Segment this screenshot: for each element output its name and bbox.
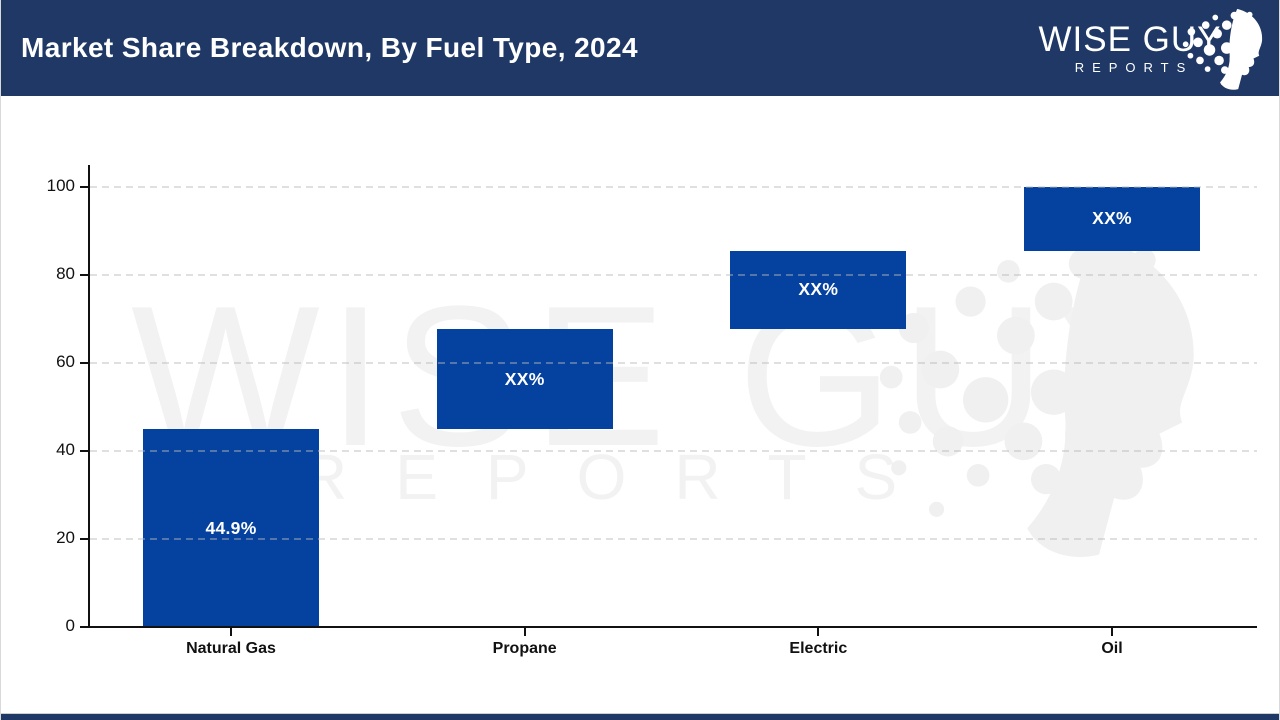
x-tick-oil (1111, 628, 1113, 636)
footer-bar (1, 713, 1279, 720)
x-tick-electric (817, 628, 820, 636)
x-category-label: Natural Gas (186, 640, 276, 657)
gridline-y-100 (90, 186, 1257, 188)
y-tick-20 (80, 538, 88, 540)
bar-electric: XX% (730, 250, 907, 330)
x-tick-propane (523, 628, 526, 636)
logo-face-icon (1182, 8, 1263, 90)
chart-title: Market Share Breakdown, By Fuel Type, 20… (21, 32, 638, 63)
y-tick-60 (80, 362, 88, 364)
y-axis-line (88, 165, 90, 628)
y-tick-label: 20 (56, 528, 75, 547)
bar-value-label: XX% (1092, 208, 1132, 229)
logo: WISE GUY REPORTS (1003, 0, 1273, 96)
y-tick-label: 100 (46, 176, 75, 195)
x-category-label: Electric (789, 640, 848, 657)
logo-text: WISE GUY REPORTS (1035, 20, 1225, 76)
y-tick-80 (80, 274, 88, 276)
gridline-y-20 (90, 538, 1257, 540)
bar-propane: XX% (436, 329, 613, 430)
gridline-y-40 (90, 450, 1257, 452)
bar-oil: XX% (1024, 187, 1200, 251)
bar-value-label: XX% (504, 368, 545, 389)
watermark-face-icon (879, 237, 1194, 557)
header-bar: Market Share Breakdown, By Fuel Type, 20… (1, 0, 1279, 96)
bar-value-label: 44.9% (205, 517, 257, 538)
y-tick-label: 0 (65, 616, 75, 635)
logo-wordmark: WISE GUY (1038, 20, 1222, 59)
chart-area: WISE GUY REPORTS 44.9% XX% XX% XX% 0 20 40 60 80… (1, 96, 1279, 714)
x-axis-line (88, 626, 1257, 628)
bar-natural-gas: 44.9% (143, 429, 319, 627)
y-tick-label: 40 (56, 440, 75, 459)
gridline-y-80 (90, 274, 1257, 276)
y-tick-label: 60 (56, 352, 75, 371)
logo-subtext: REPORTS (1074, 60, 1194, 75)
y-tick-100 (80, 186, 88, 188)
y-tick-40 (80, 450, 88, 452)
x-tick-natural-gas (230, 628, 232, 636)
y-tick-0 (80, 626, 88, 628)
gridline-y-60 (90, 362, 1257, 364)
x-category-label: Oil (1101, 640, 1123, 657)
bar-value-label: XX% (798, 279, 839, 300)
y-tick-label: 80 (56, 264, 75, 283)
watermark-subtext: REPORTS (301, 441, 946, 513)
x-category-label: Propane (492, 640, 557, 657)
